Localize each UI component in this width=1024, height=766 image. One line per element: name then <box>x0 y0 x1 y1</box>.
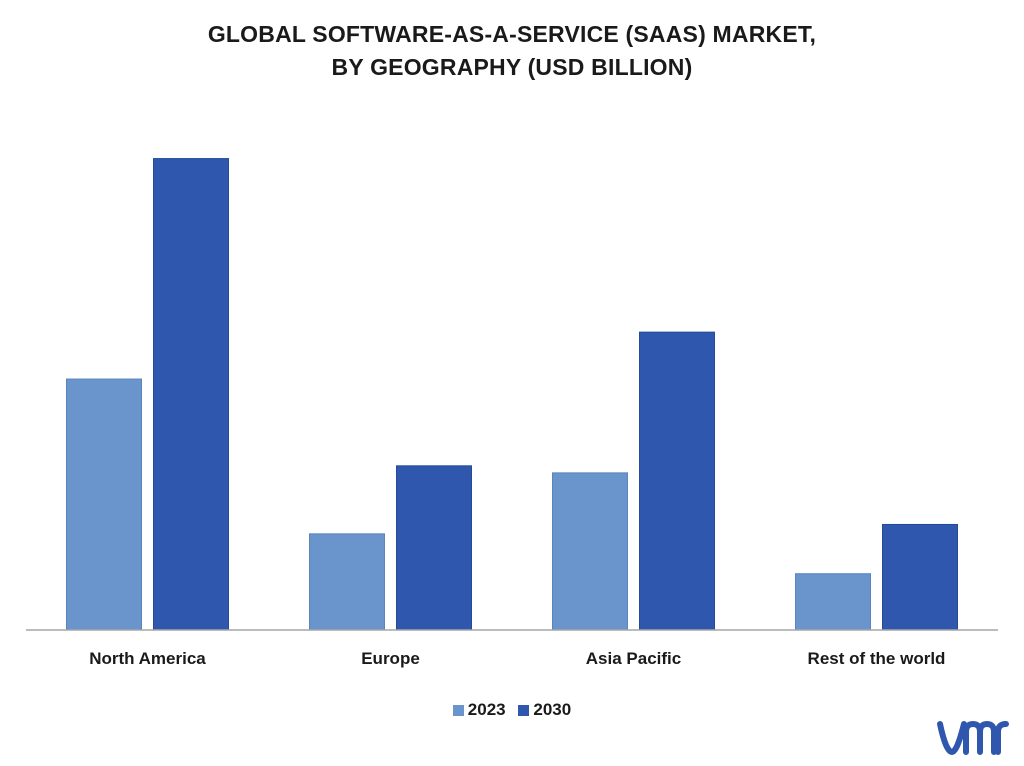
bar-north-america-2030 <box>153 158 229 631</box>
legend-label-2030: 2030 <box>533 700 572 719</box>
x-tick-label-europe: Europe <box>361 649 420 668</box>
chart-subtitle: BY GEOGRAPHY (USD BILLION) <box>331 54 693 80</box>
x-tick-label-rest-of-the-world: Rest of the world <box>808 649 946 668</box>
legend-item-2030: 2030 <box>518 700 571 720</box>
bar-north-america-2023 <box>66 378 142 631</box>
legend-swatch-2023 <box>452 704 464 716</box>
bar-asia-pacific-2023 <box>552 472 628 631</box>
x-tick-label-north-america: North America <box>89 649 206 668</box>
chart-title: GLOBAL SOFTWARE-AS-A-SERVICE (SAAS) MARK… <box>0 18 1024 84</box>
legend-swatch-2030 <box>518 704 530 716</box>
bar-europe-2030 <box>396 465 472 631</box>
x-tick-labels-group: North America Europe Asia Pacific Rest of t… <box>89 649 945 668</box>
legend-label-2023: 2023 <box>467 700 506 719</box>
legend-item-2023: 2023 <box>452 700 506 720</box>
bar-rest-of-the-world-2030 <box>882 523 958 631</box>
legend: 2023 2030 <box>0 700 1024 721</box>
bar-asia-pacific-2030 <box>639 331 715 631</box>
bars-group <box>66 158 958 631</box>
chart-title-line1: GLOBAL SOFTWARE-AS-A-SERVICE (SAAS) MARK… <box>207 21 817 47</box>
bar-europe-2023 <box>309 533 385 631</box>
bar-rest-of-the-world-2023 <box>795 573 871 631</box>
x-tick-label-asia-pacific: Asia Pacific <box>586 649 681 668</box>
vmr-logo-icon <box>937 720 1009 755</box>
